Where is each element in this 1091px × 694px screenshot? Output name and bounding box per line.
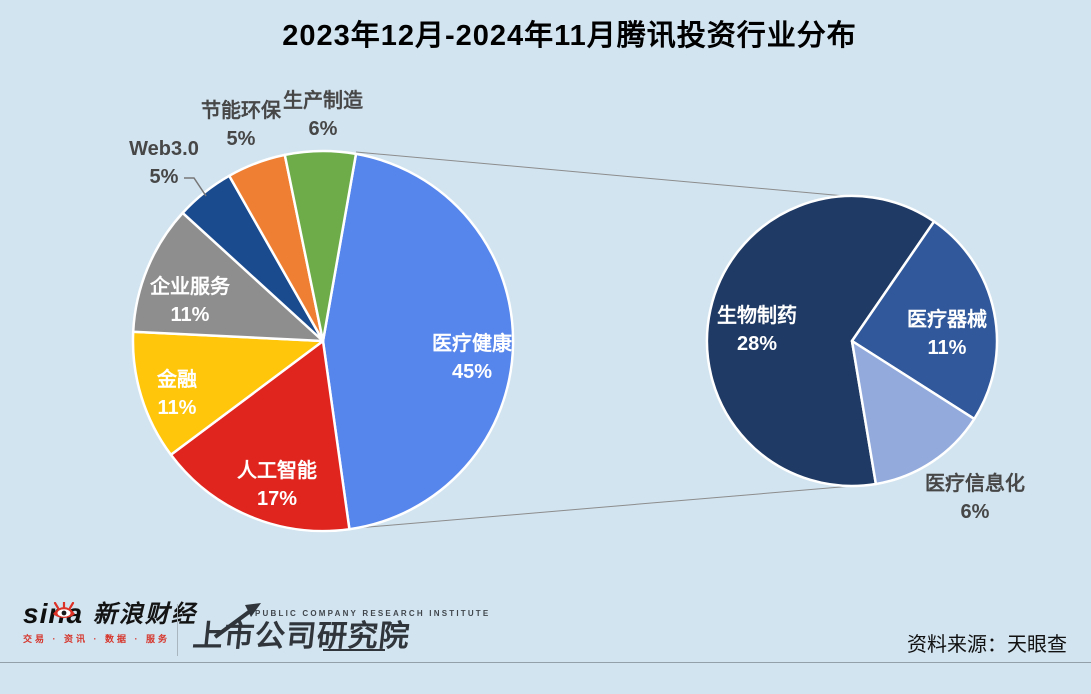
- slice-percent: 6%: [308, 118, 338, 140]
- slice-percent: 28%: [736, 333, 778, 355]
- slice-name: 人工智能: [237, 460, 317, 482]
- slice-name: 企业服务: [150, 276, 230, 298]
- web3-label-leader-line: [184, 177, 207, 197]
- industry-distribution-label-3: 金融 11%: [157, 366, 197, 422]
- industry-distribution-label-4: 企业服务 11%: [150, 273, 230, 329]
- healthcare-breakdown-label-2: 医疗器械 11%: [907, 306, 987, 362]
- slice-name: 节能环保: [201, 100, 281, 122]
- industry-distribution-label-6: 节能环保 5%: [201, 97, 281, 153]
- slice-name: 医疗健康: [432, 333, 512, 355]
- slice-name: 医疗信息化: [925, 473, 1025, 495]
- healthcare-breakdown-slice-2: [850, 220, 999, 421]
- industry-distribution-label-5: Web3.0 5%: [129, 135, 199, 191]
- logo-separator: [177, 604, 178, 656]
- healthcare-breakdown-label-1: 生物制药 28%: [717, 302, 797, 358]
- institute-underline: [323, 649, 385, 651]
- slice-name: 金融: [157, 369, 197, 391]
- industry-distribution-slice-2: [169, 339, 351, 533]
- slice-name: 生产制造: [283, 90, 363, 112]
- industry-distribution-label-2: 人工智能 17%: [237, 457, 317, 513]
- page-title: 2023年12月-2024年11月腾讯投资行业分布: [282, 20, 857, 52]
- industry-distribution-slice-7: [283, 149, 358, 343]
- slice-name: Web3.0: [129, 138, 199, 160]
- slice-percent: 6%: [960, 501, 990, 523]
- connector-line-2: [356, 483, 877, 529]
- industry-distribution-slice-1: [321, 152, 515, 531]
- slice-percent: 5%: [226, 128, 256, 150]
- footer-divider-rule: [0, 662, 1091, 663]
- healthcare-breakdown-label-3: 医疗信息化 6%: [925, 470, 1025, 526]
- data-source-note: 资料来源：天眼查: [907, 634, 1067, 656]
- healthcare-breakdown-slice-3: [850, 339, 976, 486]
- healthcare-breakdown-slice-1: [705, 194, 936, 488]
- slice-name: 医疗器械: [907, 309, 987, 331]
- industry-distribution-label-1: 医疗健康 45%: [432, 330, 512, 386]
- slice-percent: 11%: [170, 304, 210, 326]
- slice-percent: 17%: [256, 488, 298, 510]
- industry-distribution-label-7: 生产制造 6%: [283, 87, 363, 143]
- sina-brand-name: 新浪财经: [93, 601, 198, 628]
- institute-english-name: PUBLIC COMPANY RESEARCH INSTITUTE: [255, 609, 491, 618]
- arrow-icon: [213, 603, 261, 639]
- industry-distribution-slice-4: [131, 211, 325, 343]
- slice-percent: 11%: [157, 397, 197, 419]
- slice-percent: 45%: [451, 361, 493, 383]
- sina-tagline: 交易 · 资讯 · 数据 · 服务: [23, 634, 170, 644]
- connector-line-1: [355, 151, 846, 197]
- sina-finance-logo: sina 新浪财经 交易 · 资讯 · 数据 · 服务: [23, 600, 197, 645]
- slice-name: 生物制药: [717, 305, 797, 327]
- institute-logo: PUBLIC COMPANY RESEARCH INSTITUTE 上市公司研究…: [191, 603, 491, 654]
- slice-percent: 5%: [149, 166, 179, 188]
- industry-distribution-slice-3: [131, 330, 325, 457]
- slice-percent: 11%: [927, 337, 967, 359]
- sina-eye-icon: [53, 602, 75, 618]
